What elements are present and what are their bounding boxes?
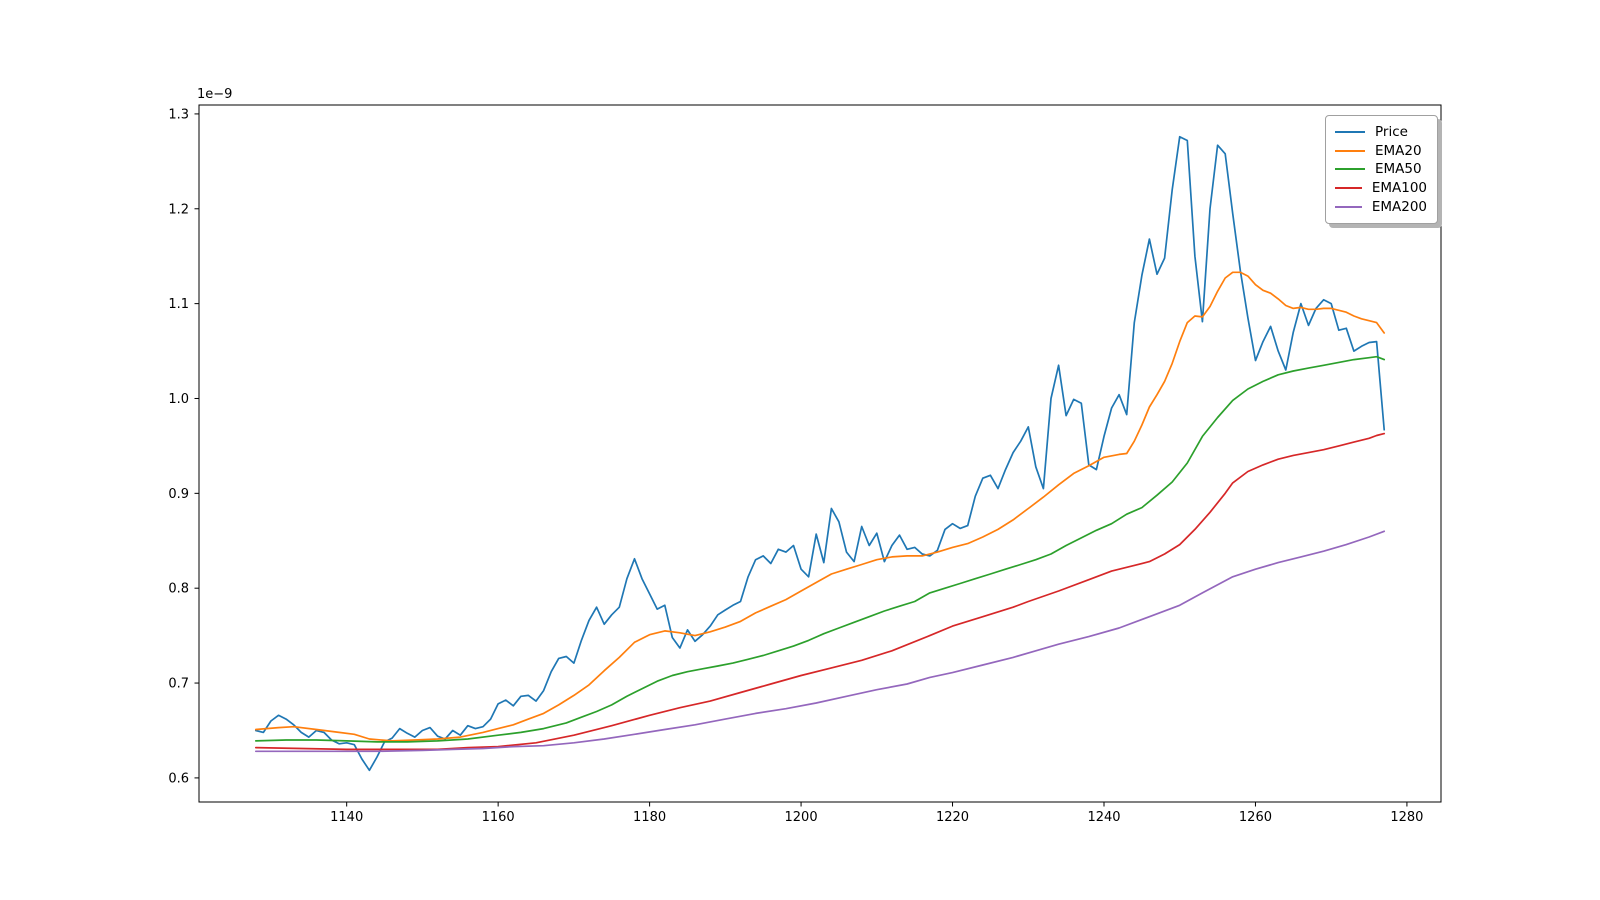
legend-line-sample-ema200 <box>1335 205 1362 208</box>
y-tick-label: 1.3 <box>168 107 189 122</box>
y-tick-label: 0.9 <box>168 487 189 502</box>
series-line-ema200 <box>254 530 1386 753</box>
series-line-ema20 <box>254 271 1386 742</box>
legend-label: EMA100 <box>1371 180 1427 197</box>
legend-line-sample-ema100 <box>1335 187 1362 190</box>
legend-entry-ema100: EMA100 <box>1335 179 1427 198</box>
x-tick-label: 1180 <box>633 810 666 825</box>
y-tick-label: 1.2 <box>168 202 189 217</box>
legend-label: EMA50 <box>1375 161 1422 178</box>
plot-frame <box>198 104 1442 803</box>
legend-entry-ema20: EMA20 <box>1335 142 1427 161</box>
y-tick-label: 1.0 <box>168 392 189 407</box>
legend-line-sample-price <box>1335 131 1365 134</box>
y-tick-label: 0.8 <box>168 582 189 597</box>
series-line-ema100 <box>254 432 1386 751</box>
legend-line-sample-ema50 <box>1335 168 1365 171</box>
x-tick-label: 1240 <box>1087 810 1120 825</box>
legend-entry-ema50: EMA50 <box>1335 160 1427 179</box>
x-tick-label: 1140 <box>330 810 363 825</box>
y-tick-label: 1.1 <box>168 297 189 312</box>
legend-entry-price: Price <box>1335 123 1427 142</box>
x-tick-label: 1200 <box>785 810 818 825</box>
x-tick-label: 1160 <box>482 810 515 825</box>
y-axis-offset-text: 1e−9 <box>197 87 232 102</box>
x-tick-label: 1280 <box>1390 810 1423 825</box>
x-tick-label: 1220 <box>936 810 969 825</box>
legend-entry-ema200: EMA200 <box>1335 197 1427 216</box>
series-line-ema50 <box>254 355 1386 743</box>
x-tick-label: 1260 <box>1239 810 1272 825</box>
y-tick-label: 0.7 <box>168 677 189 692</box>
legend-line-sample-ema20 <box>1335 149 1365 152</box>
legend-label: Price <box>1375 124 1408 141</box>
legend: Price EMA20 EMA50 EMA100 EMA200 <box>1325 115 1438 224</box>
legend-label: EMA200 <box>1371 198 1427 215</box>
legend-label: EMA20 <box>1375 142 1422 159</box>
y-tick-label: 0.6 <box>168 771 189 786</box>
series-line-price <box>254 135 1386 772</box>
